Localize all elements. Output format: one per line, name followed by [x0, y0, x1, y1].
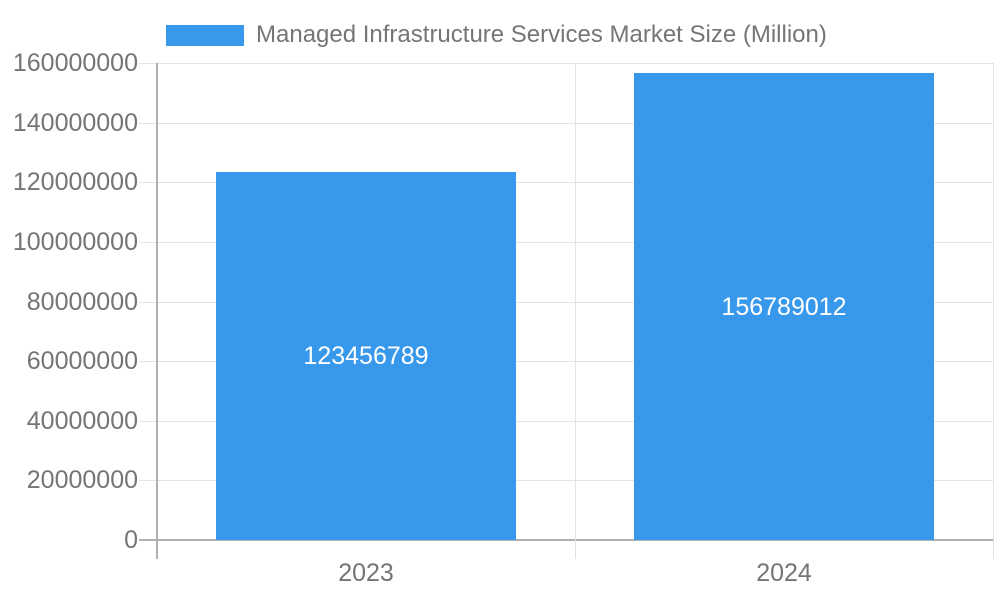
y-axis-tick-label: 160000000 [12, 49, 138, 77]
y-axis-tick-label: 100000000 [12, 228, 138, 256]
y-axis-tick-label: 20000000 [26, 466, 138, 494]
x-axis-tick [993, 540, 994, 559]
y-gridline [139, 123, 994, 124]
bar-value-label-2024: 156789012 [721, 293, 847, 321]
chart-legend[interactable]: Managed Infrastructure Services Market S… [166, 21, 827, 49]
y-axis-tick-label: 120000000 [12, 168, 138, 196]
bar-value-label-2023: 123456789 [303, 342, 429, 370]
x-axis-tick-label-2023: 2023 [338, 559, 394, 587]
x-axis-tick-label-2024: 2024 [756, 559, 812, 587]
legend-label: Managed Infrastructure Services Market S… [256, 21, 827, 48]
y-gridline [139, 480, 994, 481]
y-axis-tick-label: 60000000 [26, 347, 138, 375]
bar-2024[interactable] [634, 73, 934, 540]
y-axis-tick-label: 80000000 [26, 288, 138, 316]
y-gridline [139, 242, 994, 243]
x-gridline [993, 63, 994, 540]
y-gridline [139, 361, 994, 362]
bar-2023[interactable] [216, 172, 516, 540]
y-axis-tick-label: 140000000 [12, 109, 138, 137]
x-axis-tick [575, 540, 576, 559]
y-axis-tick-label: 0 [124, 526, 138, 554]
y-axis-tick-label: 40000000 [26, 407, 138, 435]
legend-swatch [166, 24, 244, 46]
x-axis-line [139, 539, 994, 541]
y-gridline [139, 182, 994, 183]
y-gridline [139, 63, 994, 64]
y-axis-line [156, 63, 158, 559]
y-gridline [139, 302, 994, 303]
y-gridline [139, 421, 994, 422]
x-gridline [575, 63, 576, 540]
